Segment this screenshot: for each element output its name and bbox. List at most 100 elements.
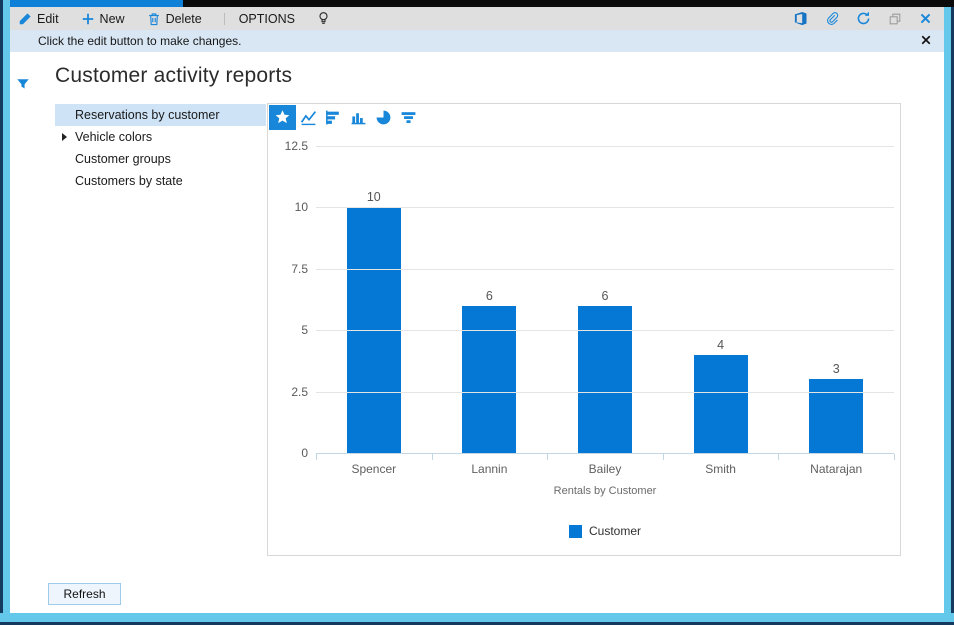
office-icon[interactable] bbox=[793, 11, 808, 26]
report-item-reservations-by-customer[interactable]: Reservations by customer bbox=[55, 104, 266, 126]
report-item-label: Customer groups bbox=[75, 152, 171, 166]
donut-chart-button[interactable] bbox=[371, 105, 396, 130]
window-controls bbox=[793, 11, 932, 26]
report-item-customer-groups[interactable]: Customer groups bbox=[55, 148, 266, 170]
report-item-vehicle-colors[interactable]: Vehicle colors bbox=[55, 126, 266, 148]
edit-label: Edit bbox=[37, 11, 59, 26]
column-chart-button[interactable] bbox=[346, 105, 371, 130]
lightbulb-icon bbox=[317, 11, 330, 26]
page-title: Customer activity reports bbox=[55, 64, 293, 87]
x-axis-labels: Spencer Lannin Bailey Smith Natarajan bbox=[316, 462, 894, 476]
gridline bbox=[316, 391, 894, 393]
toolbar-separator bbox=[223, 12, 225, 25]
window-frame-right bbox=[944, 7, 954, 625]
plot-area: 10 6 6 4 3 Spencer Lannin Bailey Smith Natarajan… bbox=[285, 139, 895, 497]
bar-value-label: 3 bbox=[832, 362, 840, 377]
line-chart-icon bbox=[300, 109, 317, 126]
delete-label: Delete bbox=[165, 11, 202, 26]
line-chart-button[interactable] bbox=[296, 105, 321, 130]
y-tick-label: 10 bbox=[294, 200, 308, 215]
bar-value-label: 6 bbox=[485, 288, 493, 303]
pencil-icon bbox=[18, 12, 32, 26]
x-category-label: Lannin bbox=[471, 462, 508, 476]
tip-button[interactable] bbox=[317, 11, 330, 26]
paperclip-icon[interactable] bbox=[825, 11, 839, 26]
refresh-button[interactable]: Refresh bbox=[48, 583, 121, 605]
window-frame-bottom bbox=[0, 613, 954, 625]
legend-swatch bbox=[568, 524, 582, 538]
options-button[interactable]: OPTIONS bbox=[239, 12, 295, 26]
expand-arrow-icon[interactable] bbox=[62, 133, 67, 141]
bar-horizontal-chart-icon bbox=[325, 109, 342, 126]
report-list: Reservations by customer Vehicle colors … bbox=[55, 104, 266, 192]
bar-cell: 6 bbox=[432, 146, 548, 453]
x-tick-mark bbox=[662, 454, 664, 460]
delete-button[interactable]: Delete bbox=[147, 12, 202, 26]
main-area: Customer activity reports Reservations b… bbox=[10, 52, 944, 613]
y-tick-label: 7.5 bbox=[291, 261, 308, 276]
gridline bbox=[316, 146, 894, 147]
restore-window-icon[interactable] bbox=[888, 12, 902, 26]
window-top-strip bbox=[10, 0, 954, 7]
report-item-customers-by-state[interactable]: Customers by state bbox=[55, 170, 266, 192]
bar[interactable] bbox=[462, 305, 517, 453]
x-tick-mark bbox=[431, 454, 433, 460]
bar[interactable] bbox=[809, 379, 864, 453]
y-tick-label: 5 bbox=[301, 323, 308, 338]
bar-cell: 6 bbox=[547, 146, 663, 453]
plus-icon bbox=[81, 12, 95, 26]
notification-close-icon[interactable] bbox=[920, 34, 932, 49]
x-category-label: Bailey bbox=[588, 462, 622, 476]
trash-icon bbox=[147, 12, 161, 26]
new-label: New bbox=[99, 11, 125, 26]
funnel-chart-button[interactable] bbox=[396, 105, 421, 130]
new-button[interactable]: New bbox=[81, 12, 125, 26]
x-axis-title: Rentals by Customer bbox=[553, 485, 657, 497]
y-tick-label: 12.5 bbox=[284, 139, 308, 153]
bar-value-label: 4 bbox=[717, 337, 725, 352]
gridline bbox=[316, 268, 894, 270]
x-tick-mark bbox=[547, 454, 549, 460]
notification-bar: Click the edit button to make changes. bbox=[10, 30, 944, 52]
options-label: OPTIONS bbox=[238, 11, 295, 26]
bar-value-label: 6 bbox=[601, 288, 609, 303]
bars-container: 10 6 6 4 3 bbox=[316, 146, 894, 453]
x-category-label: Natarajan bbox=[810, 462, 863, 476]
window-frame-left bbox=[0, 0, 10, 625]
bar-cell: 10 bbox=[316, 146, 432, 453]
x-tick-mark bbox=[316, 454, 317, 460]
bar-cell: 3 bbox=[778, 146, 894, 453]
y-tick-label: 2.5 bbox=[291, 384, 308, 399]
window-top-accent bbox=[10, 0, 183, 7]
chart-legend: Customer bbox=[316, 524, 894, 538]
x-tick-mark bbox=[778, 454, 780, 460]
chart-type-toolbar bbox=[269, 105, 421, 130]
gridline bbox=[316, 330, 894, 332]
close-icon[interactable] bbox=[919, 12, 932, 25]
bar-cell: 4 bbox=[663, 146, 779, 453]
y-tick-label: 0 bbox=[301, 446, 308, 460]
donut-chart-icon bbox=[375, 109, 392, 126]
report-item-label: Customers by state bbox=[75, 174, 183, 188]
x-category-label: Smith bbox=[705, 462, 736, 476]
bar-horizontal-chart-button[interactable] bbox=[321, 105, 346, 130]
favorite-chart-button[interactable] bbox=[269, 105, 296, 130]
refresh-icon[interactable] bbox=[856, 11, 871, 26]
funnel-chart-icon bbox=[400, 109, 417, 126]
filter-funnel-icon bbox=[16, 77, 30, 96]
bar-value-label: 10 bbox=[366, 190, 381, 205]
bar[interactable] bbox=[693, 354, 748, 453]
x-axis-ticks bbox=[316, 453, 895, 460]
edit-button[interactable]: Edit bbox=[18, 12, 59, 26]
star-icon bbox=[274, 109, 291, 126]
x-tick-mark bbox=[894, 454, 895, 460]
command-bar: Edit New Delete OPTIONS bbox=[10, 7, 944, 30]
column-chart-icon bbox=[350, 109, 367, 126]
gridline bbox=[316, 207, 894, 209]
notification-message: Click the edit button to make changes. bbox=[38, 34, 242, 48]
x-category-label: Spencer bbox=[351, 462, 397, 476]
report-item-label: Reservations by customer bbox=[75, 108, 220, 122]
window-content: Edit New Delete OPTIONS bbox=[10, 7, 944, 613]
bar[interactable] bbox=[577, 305, 632, 453]
